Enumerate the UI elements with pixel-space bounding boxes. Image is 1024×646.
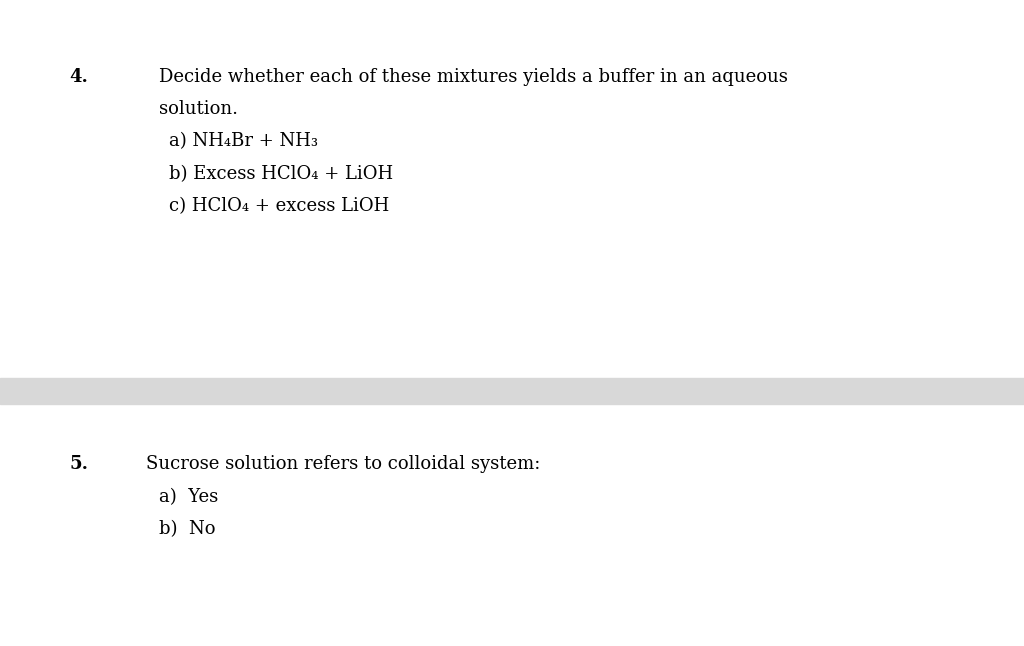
- Text: 5.: 5.: [70, 455, 89, 474]
- Text: a) NH₄Br + NH₃: a) NH₄Br + NH₃: [169, 132, 318, 151]
- Text: a)  Yes: a) Yes: [159, 488, 218, 506]
- Text: c) HClO₄ + excess LiOH: c) HClO₄ + excess LiOH: [169, 197, 389, 215]
- Text: 4.: 4.: [70, 68, 88, 86]
- Bar: [0, 378, 1024, 404]
- Text: b) Excess HClO₄ + LiOH: b) Excess HClO₄ + LiOH: [169, 165, 393, 183]
- Text: solution.: solution.: [159, 100, 238, 118]
- Text: Sucrose solution refers to colloidal system:: Sucrose solution refers to colloidal sys…: [146, 455, 541, 474]
- Text: Decide whether each of these mixtures yields a buffer in an aqueous: Decide whether each of these mixtures yi…: [159, 68, 787, 86]
- Text: b)  No: b) No: [159, 520, 215, 538]
